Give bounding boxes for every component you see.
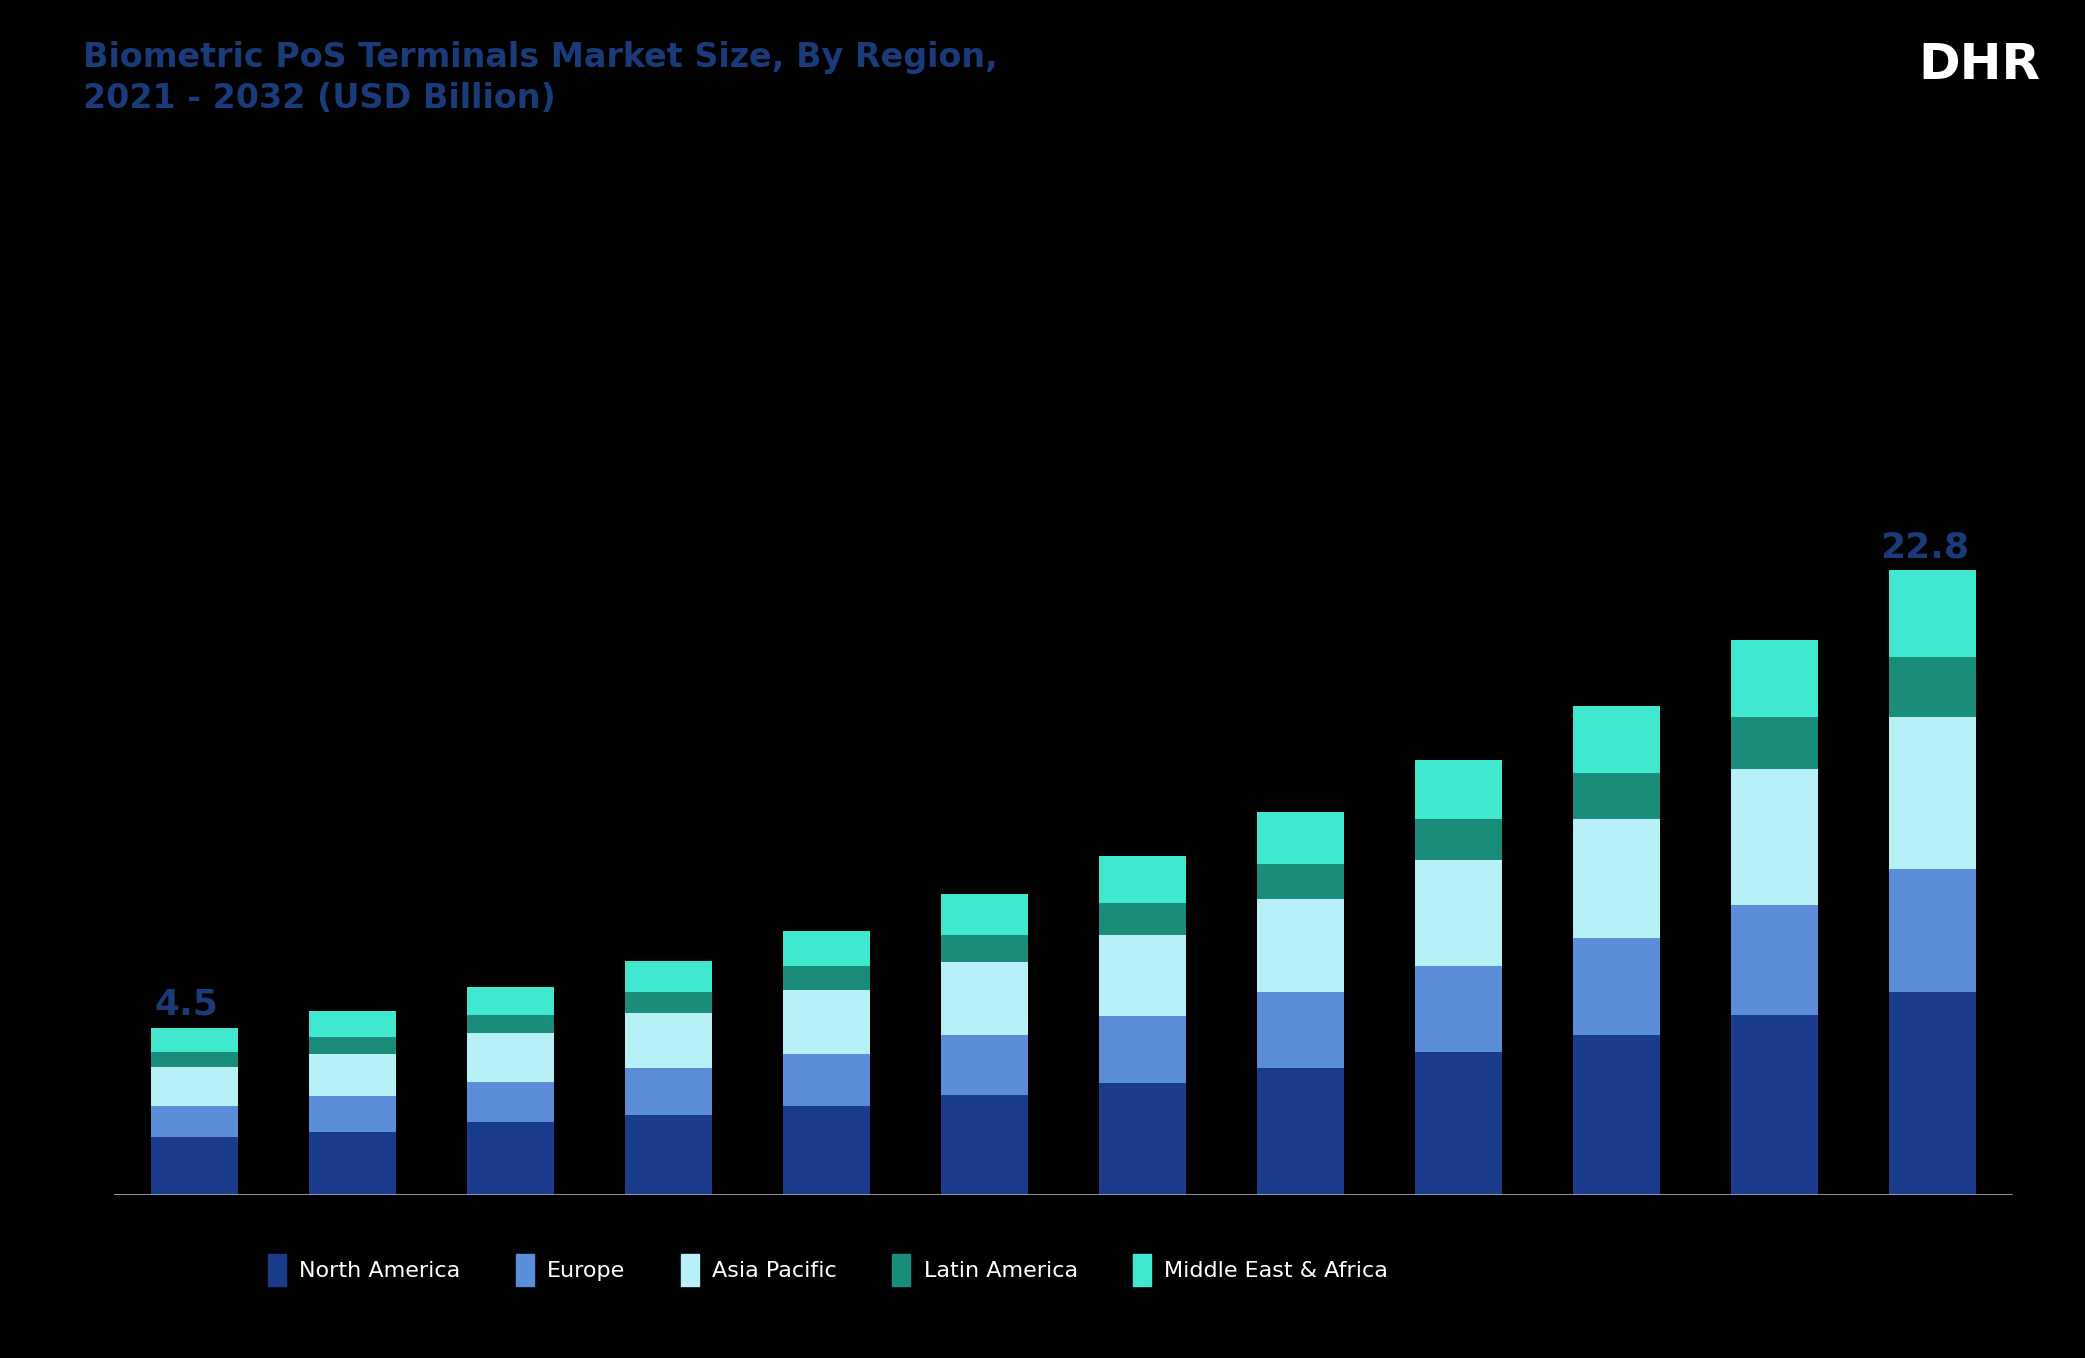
Text: DHR: DHR (1918, 41, 2041, 88)
Bar (1731, 641, 1818, 717)
Bar (1416, 966, 1501, 1051)
Bar (1099, 857, 1186, 903)
Bar (626, 1115, 711, 1195)
Bar (309, 1096, 396, 1131)
Bar (1416, 759, 1501, 819)
Bar (940, 1035, 1028, 1095)
Bar (1572, 1035, 1660, 1195)
Bar (150, 1066, 238, 1105)
Bar (782, 1105, 869, 1195)
Bar (150, 1105, 238, 1138)
Bar (1257, 812, 1345, 864)
Bar (626, 1013, 711, 1069)
Bar (1416, 1051, 1501, 1195)
Bar (1889, 657, 1977, 717)
Bar (940, 894, 1028, 934)
Bar (150, 1051, 238, 1066)
Bar (1257, 899, 1345, 993)
Bar (1257, 993, 1345, 1069)
Bar (1257, 864, 1345, 899)
Bar (309, 1054, 396, 1096)
Bar (467, 1081, 555, 1123)
Bar (1099, 934, 1186, 1016)
Bar (1731, 1014, 1818, 1195)
Bar (1889, 993, 1977, 1195)
Bar (940, 1095, 1028, 1195)
Bar (1099, 1084, 1186, 1195)
Bar (626, 960, 711, 993)
Bar (1099, 903, 1186, 934)
Bar (1416, 819, 1501, 860)
Bar (1572, 819, 1660, 938)
Bar (309, 1131, 396, 1195)
Bar (1099, 1016, 1186, 1084)
Bar (626, 1069, 711, 1115)
Bar (940, 934, 1028, 963)
Bar (467, 1123, 555, 1195)
Text: 4.5: 4.5 (154, 989, 219, 1023)
Bar (1889, 869, 1977, 993)
Text: Biometric PoS Terminals Market Size, By Region,
2021 - 2032 (USD Billion): Biometric PoS Terminals Market Size, By … (83, 41, 999, 114)
Bar (1257, 1069, 1345, 1195)
Bar (626, 993, 711, 1013)
Bar (467, 1014, 555, 1033)
Text: 22.8: 22.8 (1881, 530, 1968, 564)
Bar (150, 1028, 238, 1051)
Bar (309, 1038, 396, 1054)
Bar (782, 1054, 869, 1105)
Bar (1889, 717, 1977, 869)
Bar (940, 963, 1028, 1035)
Bar (1889, 570, 1977, 657)
Bar (1416, 860, 1501, 966)
Bar (1572, 938, 1660, 1035)
Bar (150, 1138, 238, 1195)
Bar (1572, 706, 1660, 773)
Bar (782, 930, 869, 966)
Bar (467, 987, 555, 1014)
Bar (1731, 769, 1818, 904)
Bar (782, 990, 869, 1054)
Legend: North America, Europe, Asia Pacific, Latin America, Middle East & Africa: North America, Europe, Asia Pacific, Lat… (259, 1245, 1397, 1294)
Bar (1572, 773, 1660, 819)
Bar (782, 966, 869, 990)
Bar (1731, 717, 1818, 769)
Bar (309, 1010, 396, 1038)
Bar (467, 1033, 555, 1081)
Bar (1731, 904, 1818, 1014)
